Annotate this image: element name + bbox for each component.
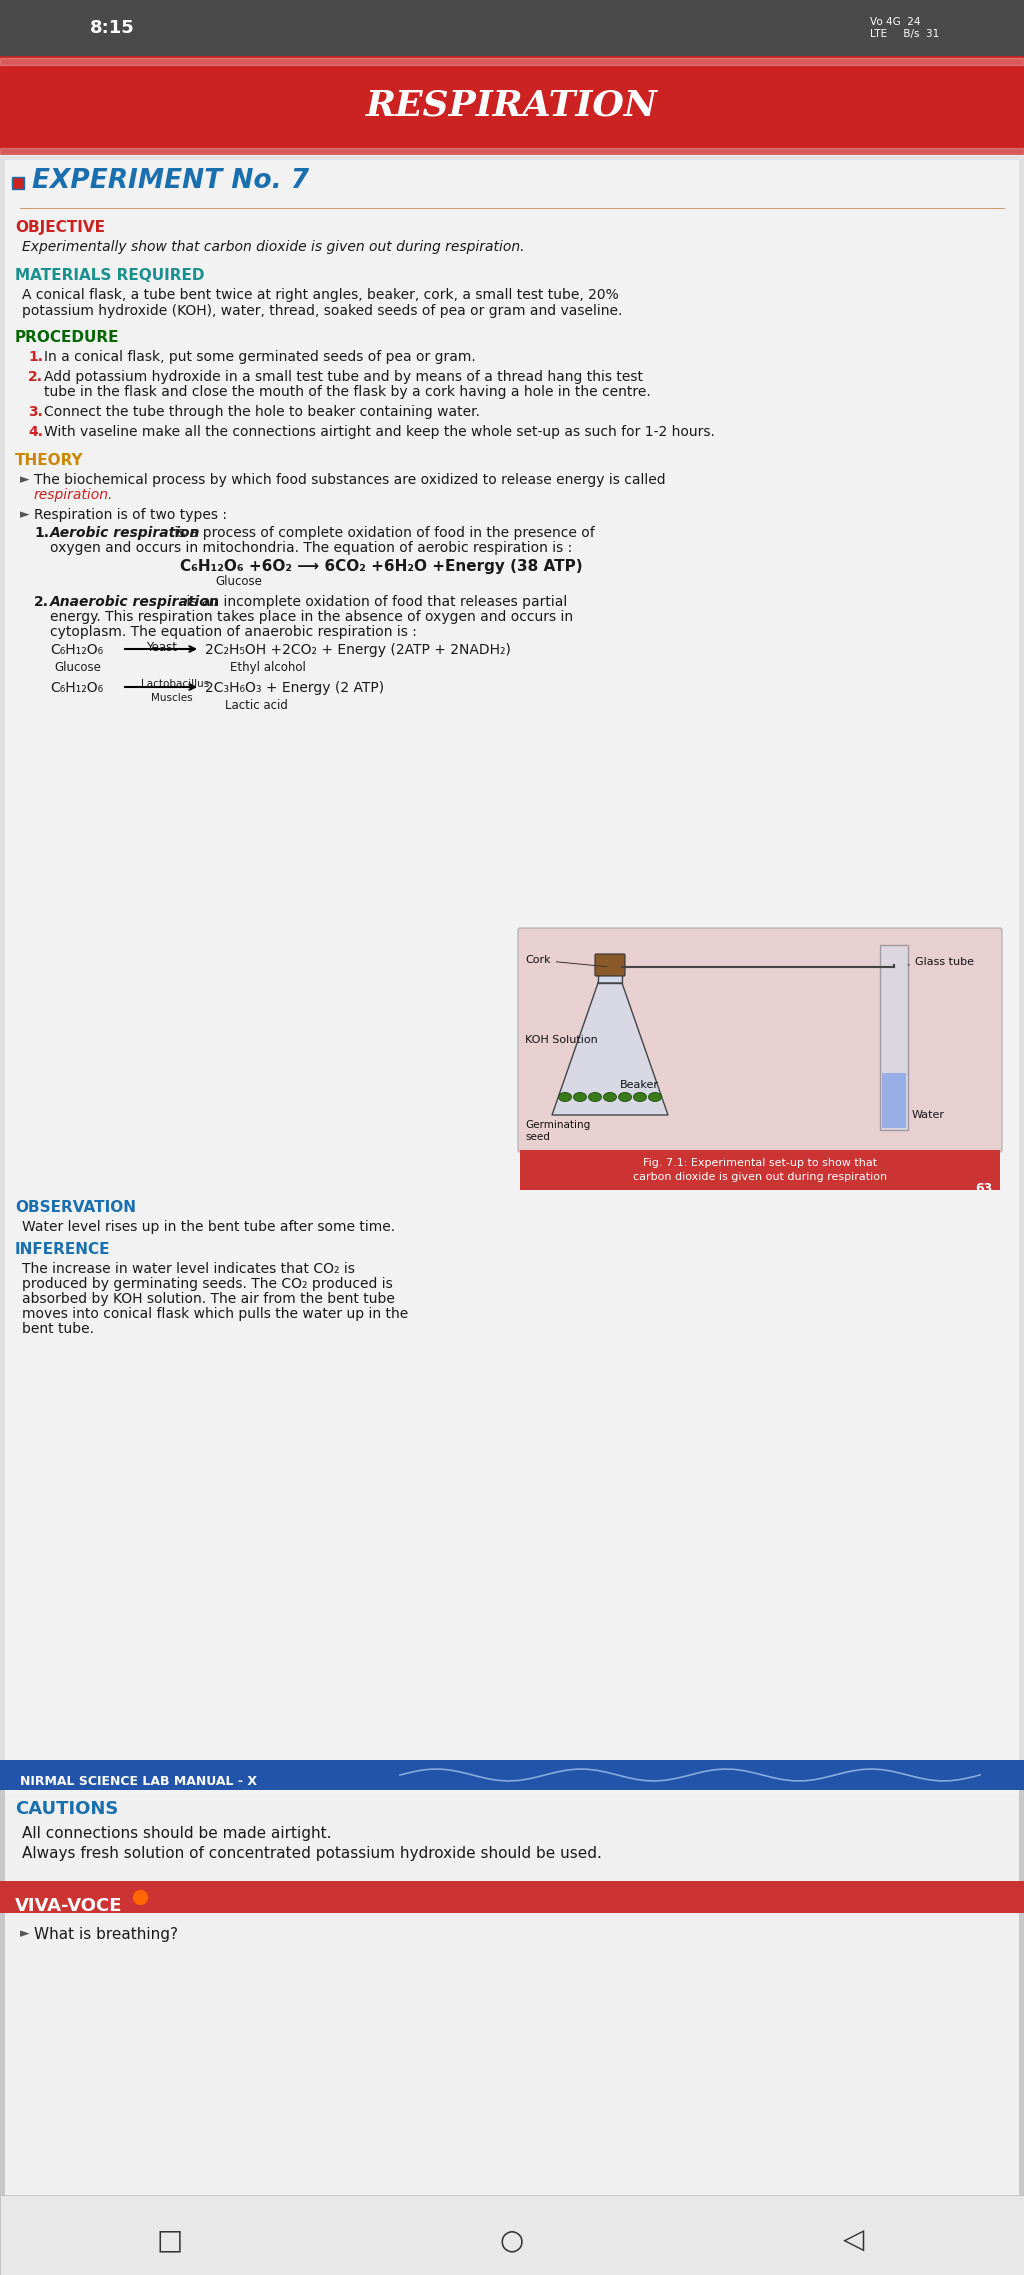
Text: C₆H₁₂O₆: C₆H₁₂O₆ [50, 644, 103, 657]
Text: CAUTIONS: CAUTIONS [15, 1800, 119, 1818]
Text: Beaker: Beaker [620, 1081, 659, 1090]
Text: potassium hydroxide (KOH), water, thread, soaked seeds of pea or gram and vaseli: potassium hydroxide (KOH), water, thread… [22, 305, 623, 319]
Text: MATERIALS REQUIRED: MATERIALS REQUIRED [15, 268, 205, 282]
Text: 2.: 2. [28, 371, 43, 384]
Text: THEORY: THEORY [15, 453, 84, 469]
Text: 63: 63 [975, 1183, 992, 1194]
Text: Water level rises up in the bent tube after some time.: Water level rises up in the bent tube af… [22, 1219, 395, 1233]
Text: 3.: 3. [28, 405, 43, 419]
Text: C₆H₁₂O₆ +6O₂ ⟶ 6CO₂ +6H₂O +Energy (38 ATP): C₆H₁₂O₆ +6O₂ ⟶ 6CO₂ +6H₂O +Energy (38 AT… [180, 560, 583, 573]
Polygon shape [598, 960, 622, 983]
Text: C₆H₁₂O₆: C₆H₁₂O₆ [50, 680, 103, 694]
Text: Always fresh solution of concentrated potassium hydroxide should be used.: Always fresh solution of concentrated po… [22, 1845, 602, 1861]
Text: Anaerobic respiration: Anaerobic respiration [50, 596, 219, 610]
Bar [5, 1795, 1019, 2270]
Text: Experimentally show that carbon dioxide is given out during respiration.: Experimentally show that carbon dioxide … [22, 239, 524, 255]
Text: ►: ► [20, 507, 30, 521]
Text: ►: ► [20, 473, 30, 487]
Text: NIRMAL SCIENCE LAB MANUAL - X: NIRMAL SCIENCE LAB MANUAL - X [20, 1774, 257, 1788]
Text: carbon dioxide is given out during respiration: carbon dioxide is given out during respi… [633, 1172, 887, 1183]
Bar [882, 1074, 906, 1128]
Bar [0, 55, 1024, 155]
Bar [0, 0, 1024, 55]
Text: Cork: Cork [525, 956, 607, 967]
Text: energy. This respiration takes place in the absence of oxygen and occurs in: energy. This respiration takes place in … [50, 610, 573, 623]
Text: ○: ○ [500, 2225, 524, 2255]
Text: Glucose: Glucose [215, 576, 262, 587]
Text: 8:15: 8:15 [90, 18, 135, 36]
Text: In a conical flask, put some germinated seeds of pea or gram.: In a conical flask, put some germinated … [44, 350, 476, 364]
Bar [0, 2195, 1024, 2275]
Bar [0, 1761, 1024, 1790]
Text: A conical flask, a tube bent twice at right angles, beaker, cork, a small test t: A conical flask, a tube bent twice at ri… [22, 289, 618, 303]
Text: The increase in water level indicates that CO₂ is: The increase in water level indicates th… [22, 1263, 355, 1276]
Text: Ethyl alcohol: Ethyl alcohol [230, 662, 306, 673]
Text: cytoplasm. The equation of anaerobic respiration is :: cytoplasm. The equation of anaerobic res… [50, 626, 417, 639]
FancyBboxPatch shape [595, 953, 625, 976]
Text: respiration.: respiration. [34, 489, 114, 503]
Text: absorbed by KOH solution. The air from the bent tube: absorbed by KOH solution. The air from t… [22, 1292, 395, 1306]
Text: Glucose: Glucose [54, 662, 101, 673]
Text: RESPIRATION: RESPIRATION [366, 89, 658, 123]
Text: 1.: 1. [34, 526, 49, 539]
Text: What is breathing?: What is breathing? [34, 1927, 178, 1943]
Text: INFERENCE: INFERENCE [15, 1242, 111, 1258]
Text: bent tube.: bent tube. [22, 1322, 94, 1335]
Ellipse shape [648, 1092, 662, 1101]
Text: □: □ [157, 2225, 183, 2255]
Ellipse shape [634, 1092, 646, 1101]
Ellipse shape [589, 1092, 601, 1101]
Text: Respiration is of two types :: Respiration is of two types : [34, 507, 227, 521]
Text: moves into conical flask which pulls the water up in the: moves into conical flask which pulls the… [22, 1308, 409, 1322]
Text: Lactic acid: Lactic acid [225, 698, 288, 712]
Ellipse shape [618, 1092, 632, 1101]
Bar [0, 1790, 1024, 2275]
Text: 2C₂H₅OH +2CO₂ + Energy (2ATP + 2NADH₂): 2C₂H₅OH +2CO₂ + Energy (2ATP + 2NADH₂) [205, 644, 511, 657]
Text: Aerobic respiration: Aerobic respiration [50, 526, 201, 539]
Text: With vaseline make all the connections airtight and keep the whole set-up as suc: With vaseline make all the connections a… [44, 425, 715, 439]
Text: Connect the tube through the hole to beaker containing water.: Connect the tube through the hole to bea… [44, 405, 480, 419]
Text: OBSERVATION: OBSERVATION [15, 1199, 136, 1215]
Text: 2C₃H₆O₃ + Energy (2 ATP): 2C₃H₆O₃ + Energy (2 ATP) [205, 680, 384, 694]
Text: ►: ► [20, 1927, 30, 1941]
Text: Glass tube: Glass tube [908, 958, 974, 967]
Text: Fig. 7.1: Experimental set-up to show that: Fig. 7.1: Experimental set-up to show th… [643, 1158, 878, 1167]
Polygon shape [552, 983, 668, 1115]
Text: EXPERIMENT No. 7: EXPERIMENT No. 7 [32, 168, 309, 193]
Text: produced by germinating seeds. The CO₂ produced is: produced by germinating seeds. The CO₂ p… [22, 1276, 393, 1290]
Text: is an incomplete oxidation of food that releases partial: is an incomplete oxidation of food that … [182, 596, 567, 610]
Text: ◁: ◁ [844, 2225, 864, 2255]
Text: Yeast: Yeast [146, 642, 177, 653]
Text: All connections should be made airtight.: All connections should be made airtight. [22, 1827, 332, 1840]
Text: Lactobacillus: Lactobacillus [141, 678, 209, 689]
Text: Muscles: Muscles [151, 694, 193, 703]
Text: Add potassium hydroxide in a small test tube and by means of a thread hang this : Add potassium hydroxide in a small test … [44, 371, 643, 384]
Bar [880, 944, 908, 1131]
Ellipse shape [573, 1092, 587, 1101]
Text: 4.: 4. [28, 425, 43, 439]
Text: oxygen and occurs in mitochondria. The equation of aerobic respiration is :: oxygen and occurs in mitochondria. The e… [50, 541, 572, 555]
Text: VIVA-VOCE: VIVA-VOCE [15, 1897, 123, 1916]
Text: Germinating
seed: Germinating seed [525, 1119, 590, 1142]
Text: tube in the flask and close the mouth of the flask by a cork having a hole in th: tube in the flask and close the mouth of… [44, 384, 650, 398]
Text: 2.: 2. [34, 596, 49, 610]
Text: 1.: 1. [28, 350, 43, 364]
Text: OBJECTIVE: OBJECTIVE [15, 221, 105, 234]
Text: The biochemical process by which food substances are oxidized to release energy : The biochemical process by which food su… [34, 473, 666, 487]
Text: PROCEDURE: PROCEDURE [15, 330, 120, 346]
Ellipse shape [558, 1092, 571, 1101]
Text: Water: Water [912, 1110, 945, 1119]
Text: Vo 4G  24
LTE     B/s  31: Vo 4G 24 LTE B/s 31 [870, 18, 939, 39]
Text: KOH Solution: KOH Solution [525, 1035, 598, 1044]
FancyBboxPatch shape [518, 928, 1002, 1151]
Bar [520, 1149, 1000, 1190]
Bar [0, 1881, 1024, 1913]
Text: is a process of complete oxidation of food in the presence of: is a process of complete oxidation of fo… [170, 526, 595, 539]
Ellipse shape [603, 1092, 616, 1101]
